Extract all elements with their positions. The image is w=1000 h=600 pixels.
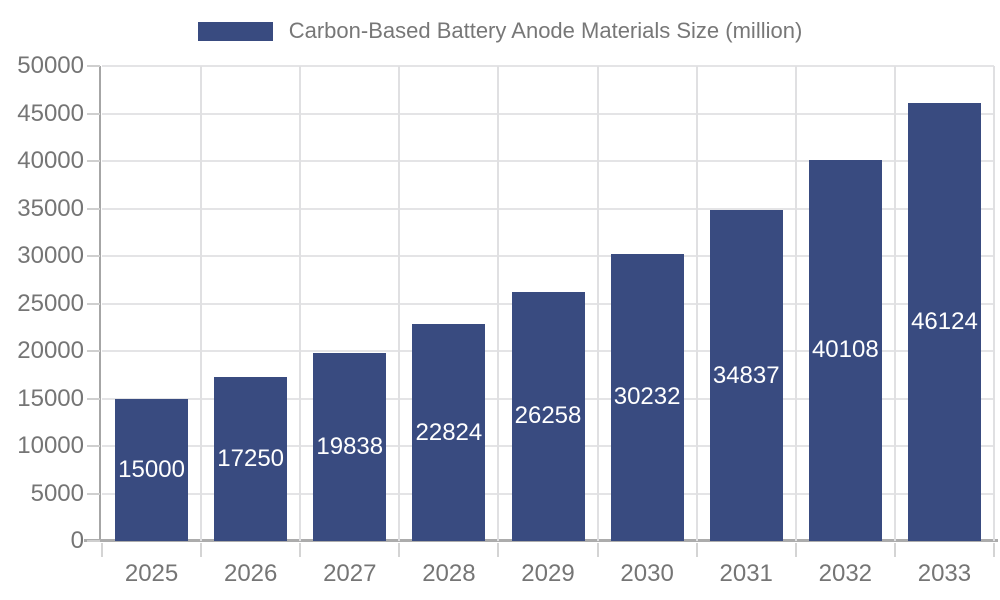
bar: 17250 [214,377,288,541]
bar: 22824 [412,324,486,541]
x-tick [596,543,599,557]
y-tick [87,112,100,115]
y-tick [87,302,100,305]
x-gridline [200,66,203,541]
x-tick-label: 2025 [124,560,179,587]
x-tick [101,543,103,557]
legend-series-label: Carbon-Based Battery Anode Materials Siz… [288,18,803,43]
x-tick-label: 2032 [818,560,873,587]
y-tick [87,540,100,542]
bar-value-label: 40108 [811,336,879,364]
bar: 34837 [709,210,783,541]
bar-value-label: 22824 [415,418,483,446]
y-tick-label: 35000 [17,194,84,222]
y-tick [87,255,100,257]
y-tick [87,397,100,400]
y-tick [87,160,100,162]
y-gridline [102,207,994,210]
bar: 40108 [808,159,882,541]
y-tick-label: 15000 [17,384,84,412]
x-gridline [398,66,401,541]
y-tick [87,350,100,352]
y-gridline [102,112,994,115]
bar: 26258 [511,291,585,541]
y-tick [87,207,100,210]
bar-value-label: 46124 [911,307,978,335]
legend-swatch [197,21,273,41]
x-gridline [596,66,599,541]
x-gridline [497,66,500,541]
y-tick-label: 30000 [17,242,84,269]
x-tick [993,543,995,557]
y-tick-label: 0 [70,527,84,554]
y-tick [87,492,100,495]
x-tick [299,543,302,557]
y-gridline [102,65,994,67]
bar-value-label: 17250 [217,445,285,473]
chart-legend: Carbon-Based Battery Anode Materials Siz… [0,14,1000,48]
bar-value-label: 19838 [316,432,384,460]
bar: 46124 [907,102,981,541]
x-tick [200,543,203,557]
y-tick [87,445,100,447]
x-tick-label: 2033 [917,560,972,587]
x-tick-label: 2027 [323,560,377,587]
y-tick-label: 5000 [30,479,84,507]
bar-value-label: 30232 [613,383,681,411]
x-tick-label: 2028 [422,560,476,587]
bar-value-label: 26258 [514,402,582,430]
x-tick-label: 2029 [521,560,575,587]
x-tick-label: 2026 [223,560,278,587]
y-tick-label: 45000 [17,99,84,127]
bar-value-label: 34837 [712,361,780,389]
y-gridline [102,255,994,257]
y-gridline [102,160,994,162]
y-axis-line [99,66,101,541]
x-tick [794,543,797,557]
x-tick-label: 2030 [620,560,674,587]
y-tick-label: 40000 [17,147,84,174]
bar-value-label: 15000 [118,455,185,483]
y-tick-label: 25000 [17,289,84,317]
x-gridline [993,66,995,541]
x-tick [398,543,401,557]
x-gridline [893,66,896,541]
x-gridline [794,66,797,541]
y-tick-label: 10000 [17,432,84,459]
x-tick [497,543,500,557]
x-tick [695,543,698,557]
bar: 19838 [313,352,387,541]
y-tick-label: 50000 [17,52,84,79]
y-tick [87,65,100,67]
bar: 15000 [115,398,189,541]
bar: 30232 [610,253,684,541]
x-tick-label: 2031 [719,560,773,587]
x-tick [893,543,896,557]
x-gridline [299,66,302,541]
x-gridline [695,66,698,541]
y-tick-label: 20000 [17,337,84,364]
